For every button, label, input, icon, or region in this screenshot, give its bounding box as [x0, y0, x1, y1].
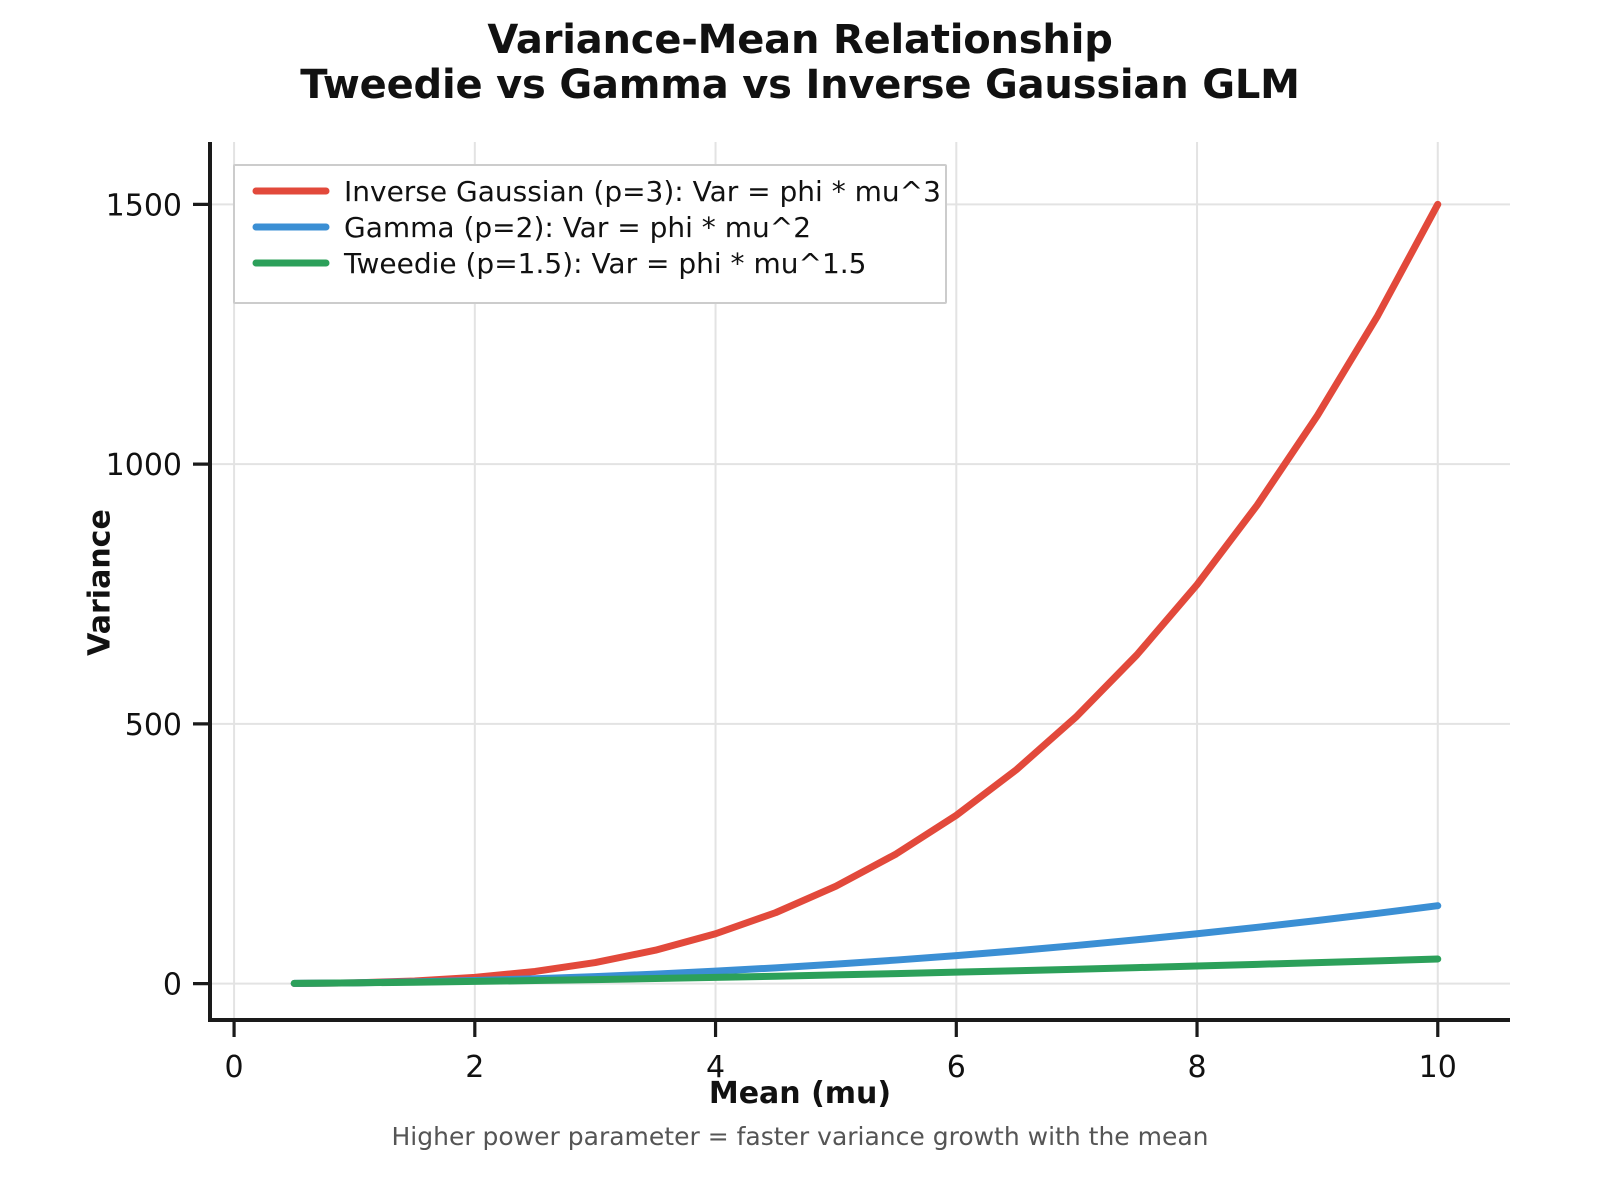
- y-tick-label: 1500: [106, 188, 182, 223]
- legend-box: [233, 164, 947, 304]
- y-tick-label: 500: [125, 708, 182, 743]
- axis-spines: [208, 142, 1510, 1022]
- series-line-3: [290, 955, 1442, 987]
- x-tick-label: 10: [1419, 1050, 1457, 1085]
- chart-title: Variance-Mean Relationship Tweedie vs Ga…: [0, 18, 1600, 108]
- axis-ticks: 0 2 4 6 8 10 0 500 1000 1500: [106, 188, 1457, 1085]
- x-axis-title: Mean (mu): [708, 1076, 892, 1111]
- x-tick-label: 4: [706, 1050, 725, 1085]
- axis-spine: [208, 142, 1510, 1022]
- data-series: [290, 200, 1442, 988]
- x-tick-label: 0: [225, 1050, 244, 1085]
- legend-label-2[interactable]: Gamma (p=2): Var = phi * mu^2: [344, 211, 811, 244]
- x-tick-label: 8: [1187, 1050, 1206, 1085]
- y-axis-title: Variance: [82, 509, 118, 656]
- chart-title-line-2: Tweedie vs Gamma vs Inverse Gaussian GLM: [300, 61, 1300, 108]
- chart-legend[interactable]: Inverse Gaussian (p=3): Var = phi * mu^3…: [233, 164, 947, 304]
- legend-label-1[interactable]: Inverse Gaussian (p=3): Var = phi * mu^3: [344, 175, 941, 208]
- legend-label-3[interactable]: Tweedie (p=1.5): Var = phi * mu^1.5: [343, 247, 866, 280]
- x-tick-label: 2: [465, 1050, 484, 1085]
- series-line-1: [290, 200, 1442, 988]
- x-tick-label: 6: [947, 1050, 966, 1085]
- chart-title-line-1: Variance-Mean Relationship: [487, 17, 1113, 63]
- gridlines: [210, 142, 1510, 1020]
- y-tick-label: 0: [163, 968, 182, 1003]
- chart-caption: Higher power parameter = faster variance…: [391, 1122, 1209, 1151]
- y-tick-label: 1000: [106, 448, 182, 483]
